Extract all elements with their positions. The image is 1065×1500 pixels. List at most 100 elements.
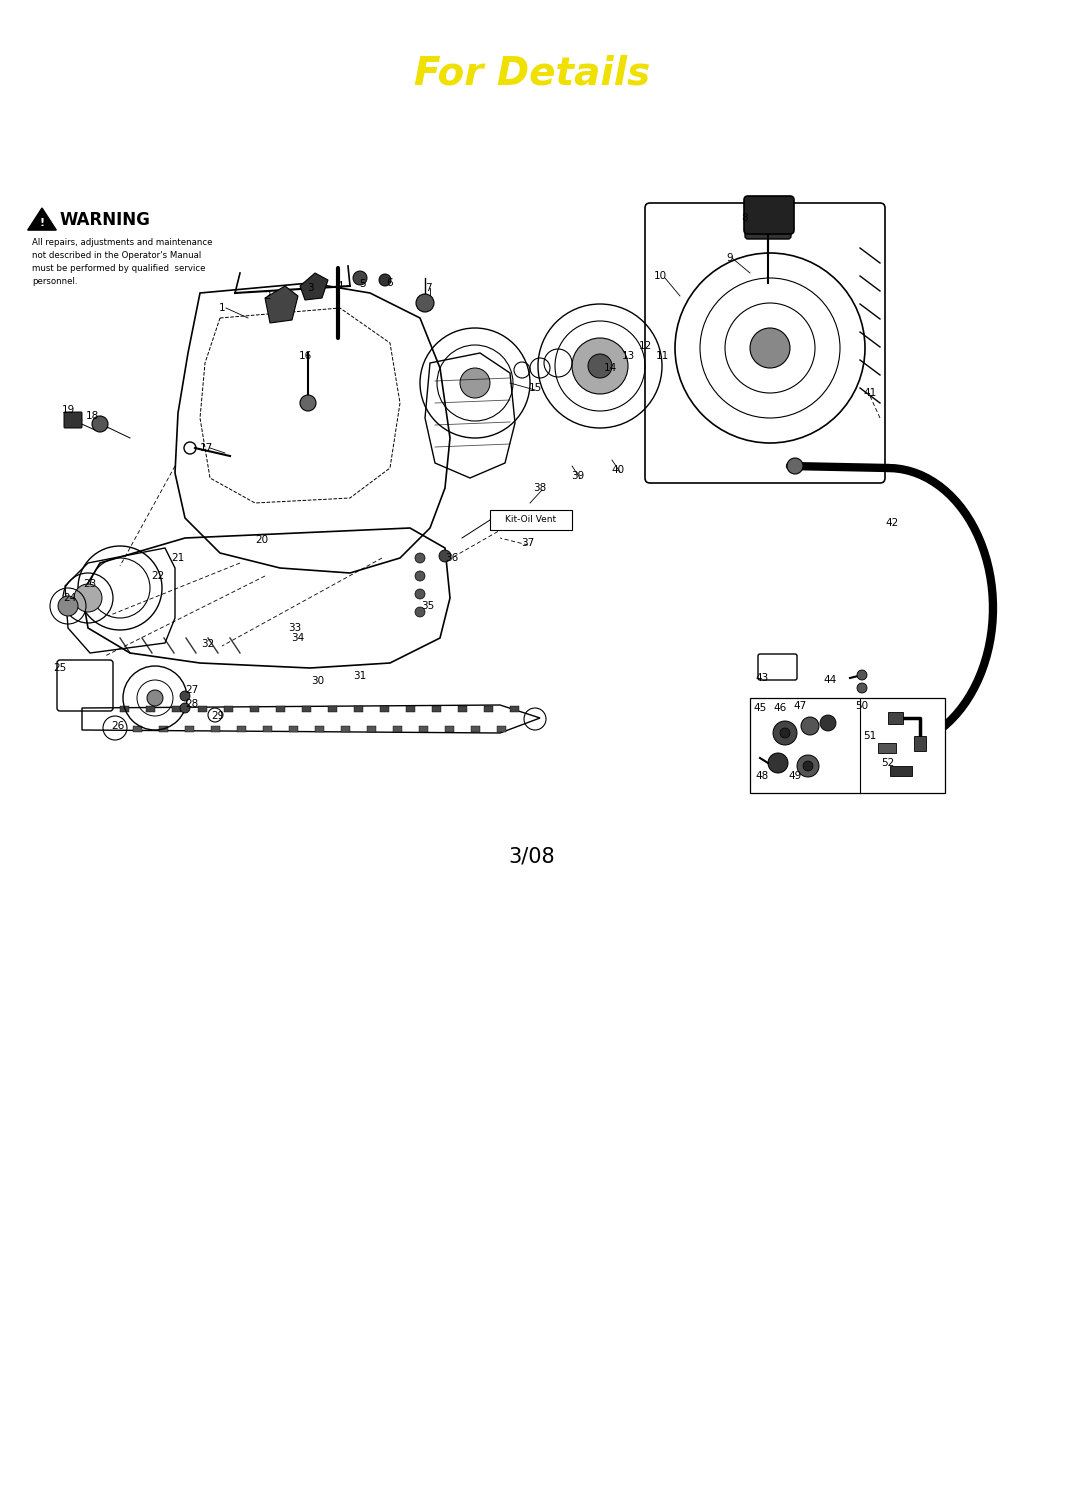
Bar bbox=[890, 766, 912, 776]
Polygon shape bbox=[28, 209, 56, 230]
Bar bbox=[510, 706, 519, 712]
Text: 52: 52 bbox=[882, 758, 895, 768]
Bar bbox=[490, 510, 572, 530]
Text: 5: 5 bbox=[360, 279, 366, 290]
Text: For Details: For Details bbox=[414, 54, 651, 93]
Text: personnel.: personnel. bbox=[32, 278, 78, 286]
Circle shape bbox=[797, 754, 819, 777]
Text: 33: 33 bbox=[289, 622, 301, 633]
Bar bbox=[211, 726, 220, 732]
Bar bbox=[185, 726, 194, 732]
Text: 26: 26 bbox=[112, 722, 125, 730]
Text: 48: 48 bbox=[755, 771, 769, 782]
Text: 3: 3 bbox=[307, 284, 313, 292]
Text: 34: 34 bbox=[292, 633, 305, 644]
Text: 6: 6 bbox=[387, 278, 393, 288]
Circle shape bbox=[787, 738, 803, 754]
Text: 29: 29 bbox=[211, 711, 225, 722]
Text: 21: 21 bbox=[171, 554, 184, 562]
Bar bbox=[276, 706, 285, 712]
Text: 23: 23 bbox=[83, 579, 97, 590]
Bar bbox=[367, 726, 376, 732]
Text: 7: 7 bbox=[425, 284, 431, 292]
FancyBboxPatch shape bbox=[744, 196, 794, 234]
Text: 13: 13 bbox=[621, 351, 635, 361]
Circle shape bbox=[415, 572, 425, 580]
Text: 45: 45 bbox=[753, 704, 767, 712]
Text: Kit-Oil Vent: Kit-Oil Vent bbox=[506, 516, 557, 525]
Text: 44: 44 bbox=[823, 675, 837, 686]
Text: 8: 8 bbox=[741, 213, 749, 223]
Text: 27: 27 bbox=[185, 686, 199, 694]
Bar bbox=[471, 726, 480, 732]
Text: 24: 24 bbox=[64, 592, 77, 603]
Bar bbox=[120, 706, 129, 712]
Bar bbox=[419, 726, 428, 732]
Bar bbox=[250, 706, 259, 712]
Bar bbox=[315, 726, 324, 732]
Circle shape bbox=[180, 692, 190, 700]
Text: 16: 16 bbox=[298, 351, 312, 361]
Text: 38: 38 bbox=[534, 483, 546, 494]
Text: 14: 14 bbox=[604, 363, 617, 374]
Text: TAP HERE: TAP HERE bbox=[491, 22, 574, 38]
Bar bbox=[406, 706, 415, 712]
Bar bbox=[878, 742, 896, 753]
Circle shape bbox=[572, 338, 628, 394]
Text: 30: 30 bbox=[311, 676, 325, 686]
Bar bbox=[750, 698, 945, 794]
Bar bbox=[237, 726, 246, 732]
Text: 35: 35 bbox=[422, 602, 435, 610]
Text: 20: 20 bbox=[256, 536, 268, 544]
Text: 46: 46 bbox=[773, 704, 787, 712]
Bar bbox=[484, 706, 493, 712]
Text: !: ! bbox=[39, 217, 45, 228]
Bar bbox=[159, 726, 168, 732]
Bar bbox=[497, 726, 506, 732]
Circle shape bbox=[180, 704, 190, 712]
Circle shape bbox=[588, 354, 612, 378]
Circle shape bbox=[415, 554, 425, 562]
Bar bbox=[302, 706, 311, 712]
Circle shape bbox=[73, 584, 102, 612]
Text: 11: 11 bbox=[655, 351, 669, 361]
Circle shape bbox=[415, 590, 425, 598]
FancyBboxPatch shape bbox=[64, 413, 82, 428]
Text: All repairs, adjustments and maintenance: All repairs, adjustments and maintenance bbox=[32, 238, 213, 248]
Text: 49: 49 bbox=[788, 771, 802, 782]
Bar bbox=[328, 706, 337, 712]
Text: 4: 4 bbox=[337, 280, 343, 291]
Circle shape bbox=[780, 728, 790, 738]
Text: 17: 17 bbox=[199, 442, 213, 453]
Bar bbox=[432, 706, 441, 712]
Text: 9: 9 bbox=[726, 254, 734, 262]
Circle shape bbox=[58, 596, 78, 616]
Text: must be performed by qualified  service: must be performed by qualified service bbox=[32, 264, 206, 273]
Text: 37: 37 bbox=[522, 538, 535, 548]
Bar bbox=[224, 706, 233, 712]
Circle shape bbox=[787, 458, 803, 474]
Text: 28: 28 bbox=[185, 699, 199, 709]
Polygon shape bbox=[265, 286, 298, 322]
Bar bbox=[289, 726, 298, 732]
Text: 42: 42 bbox=[885, 518, 899, 528]
Text: 18: 18 bbox=[85, 411, 99, 422]
Bar bbox=[146, 706, 155, 712]
Text: 22: 22 bbox=[151, 572, 165, 580]
Circle shape bbox=[857, 670, 867, 680]
Circle shape bbox=[857, 682, 867, 693]
Bar bbox=[263, 726, 272, 732]
Text: 3/08: 3/08 bbox=[509, 846, 555, 865]
Circle shape bbox=[92, 416, 108, 432]
Circle shape bbox=[768, 753, 788, 772]
Circle shape bbox=[415, 608, 425, 616]
Text: 10: 10 bbox=[654, 272, 667, 280]
Bar bbox=[133, 726, 142, 732]
Text: 51: 51 bbox=[864, 730, 876, 741]
Bar bbox=[198, 706, 207, 712]
Circle shape bbox=[820, 716, 836, 730]
Text: 50: 50 bbox=[855, 700, 869, 711]
Circle shape bbox=[353, 272, 367, 285]
Bar bbox=[914, 736, 925, 752]
Text: 2: 2 bbox=[265, 291, 272, 302]
